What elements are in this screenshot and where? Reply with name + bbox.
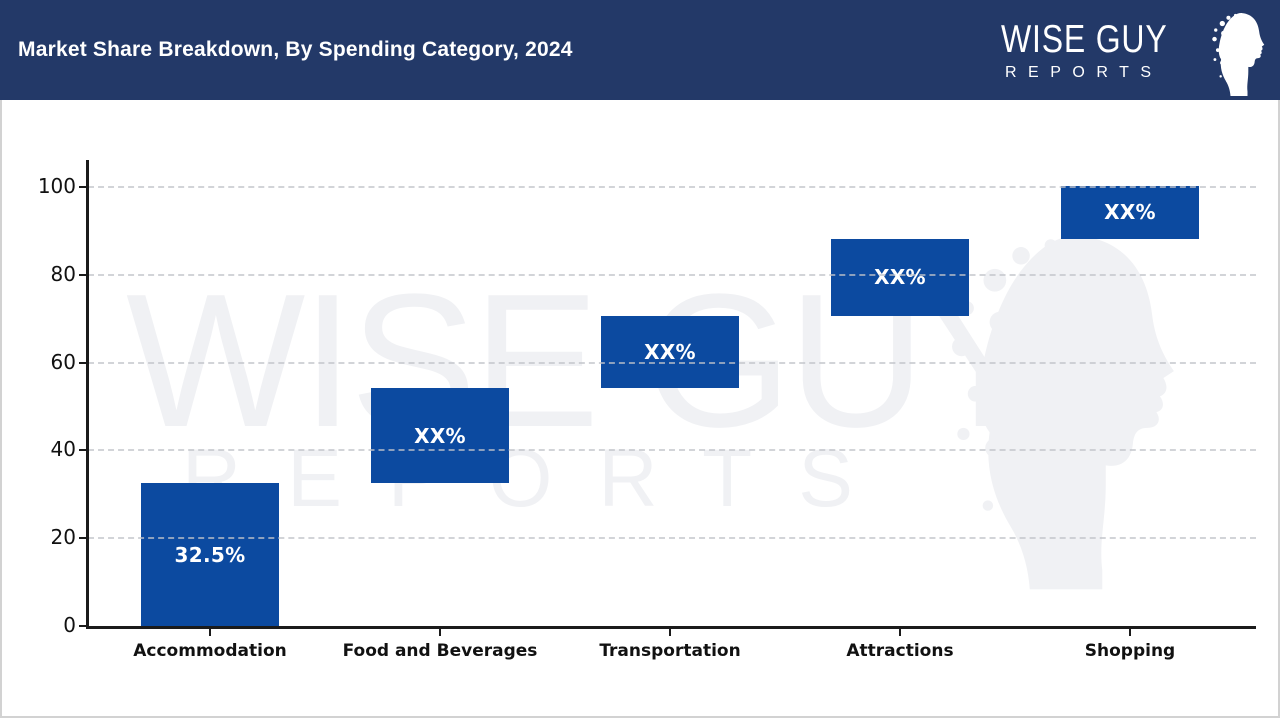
watermark-subtext: REPORTS	[182, 433, 899, 524]
category-label: Attractions	[846, 641, 954, 661]
brand-subname: REPORTS	[1004, 64, 1163, 81]
y-tick-mark	[79, 273, 87, 276]
bar-value-label: 32.5%	[174, 542, 246, 567]
bar-value-label: XX%	[414, 423, 466, 448]
brand-logo-text: WISE GUY REPORTS	[1001, 18, 1204, 82]
gridline	[88, 449, 1256, 452]
brand-logo: WISE GUY REPORTS	[1001, 4, 1266, 96]
gridline	[88, 273, 1256, 276]
x-tick-mark	[439, 628, 441, 636]
waterfall-bar-4: XX%	[831, 238, 969, 317]
y-axis-tick-label: 40	[50, 437, 76, 462]
category-label: Accommodation	[133, 641, 287, 661]
x-tick-mark	[209, 628, 211, 636]
y-axis-tick-label: 100	[37, 174, 76, 198]
gridline	[88, 186, 1256, 188]
waterfall-bar-3: XX%	[601, 316, 739, 389]
bar-value-label: XX%	[874, 265, 926, 290]
waterfall-bar-1: 32.5%	[141, 483, 279, 626]
y-tick-mark	[79, 449, 87, 452]
bar-value-label: XX%	[644, 340, 696, 365]
brand-name: WISE GUY	[1000, 18, 1168, 61]
gridline	[88, 537, 1256, 540]
x-axis-line	[86, 626, 1256, 629]
waterfall-bar-5: XX%	[1061, 186, 1199, 239]
y-tick-mark	[79, 186, 87, 188]
category-label: Transportation	[599, 641, 741, 661]
y-tick-mark	[79, 361, 87, 364]
header-bar: Market Share Breakdown, By Spending Cate…	[0, 0, 1280, 100]
y-axis-tick-label: 80	[50, 261, 76, 286]
y-axis-tick-label: 0	[63, 613, 76, 637]
x-tick-mark	[899, 628, 901, 636]
waterfall-bar-2: XX%	[371, 388, 509, 484]
x-tick-mark	[1129, 628, 1131, 636]
gridline	[88, 361, 1256, 364]
brand-head-icon	[1204, 10, 1266, 96]
category-label: Shopping	[1084, 641, 1176, 661]
y-axis-line	[86, 160, 89, 628]
bar-value-label: XX%	[1104, 200, 1156, 225]
y-axis-tick-label: 60	[50, 349, 76, 374]
y-tick-mark	[79, 625, 87, 627]
page-title: Market Share Breakdown, By Spending Cate…	[18, 38, 573, 61]
x-tick-mark	[669, 628, 671, 636]
y-axis-tick-label: 20	[50, 525, 76, 550]
category-label: Food and Beverages	[342, 641, 538, 661]
y-tick-mark	[79, 537, 87, 540]
